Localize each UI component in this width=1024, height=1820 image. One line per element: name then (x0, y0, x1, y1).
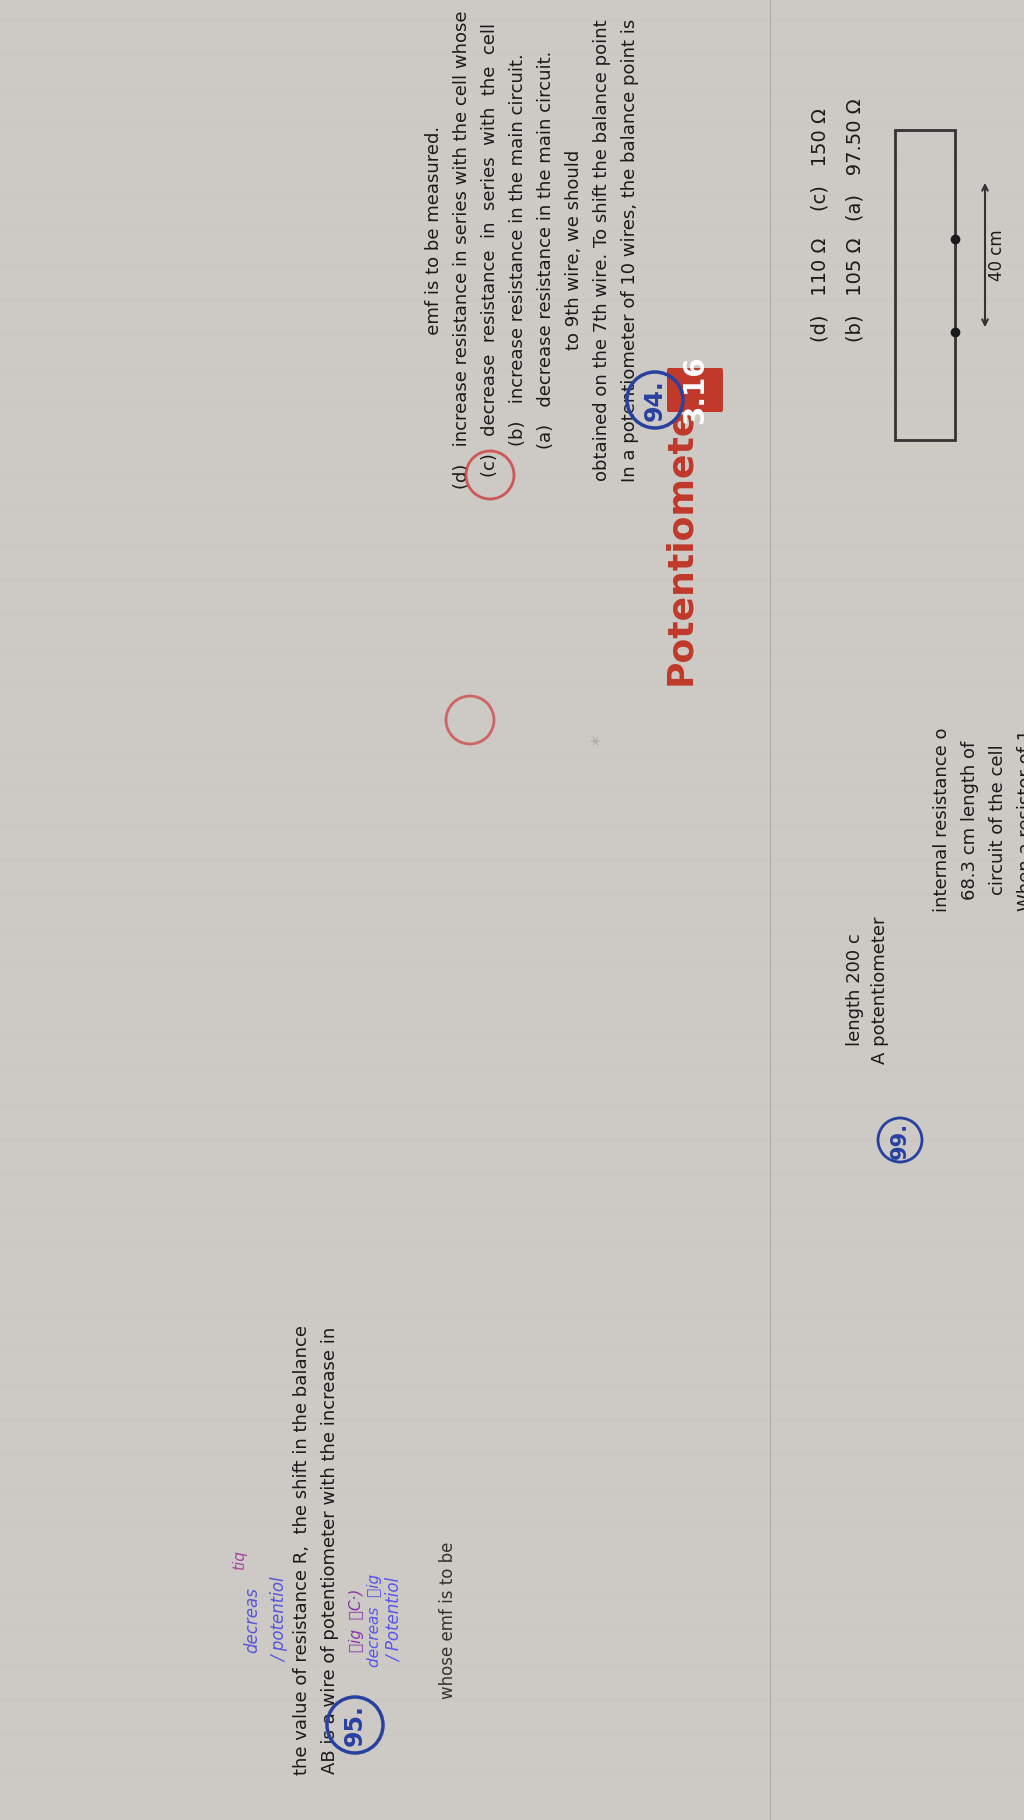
Text: length 200 c: length 200 c (846, 934, 864, 1046)
Text: 68.3 cm length of: 68.3 cm length of (961, 741, 979, 899)
Text: AB is a wire of potentiometer with the increase in: AB is a wire of potentiometer with the i… (321, 1327, 339, 1774)
Text: When a resistor of 1: When a resistor of 1 (1017, 730, 1024, 912)
Text: 94.: 94. (643, 379, 667, 420)
Text: (a)   97.50 Ω: (a) 97.50 Ω (846, 98, 864, 222)
Text: ジig  ジC·): ジig ジC·) (349, 1589, 365, 1653)
Text: *: * (591, 735, 609, 744)
Text: obtained on the 7th wire. To shift the balance point: obtained on the 7th wire. To shift the b… (593, 20, 611, 480)
Text: internal resistance o: internal resistance o (933, 728, 951, 912)
Text: (d)   110 Ω: (d) 110 Ω (811, 238, 829, 342)
Text: emf is to be measured.: emf is to be measured. (425, 126, 443, 375)
Text: A potentiometer: A potentiometer (871, 915, 889, 1063)
Text: circuit of the cell: circuit of the cell (989, 744, 1007, 895)
Text: to 9th wire, we should: to 9th wire, we should (565, 149, 583, 349)
Bar (895, 129, 955, 440)
Text: Potentiometer: Potentiometer (663, 389, 697, 686)
Text: (d)   increase resistance in series with the cell whose: (d) increase resistance in series with t… (453, 11, 471, 490)
Text: (c)   150 Ω: (c) 150 Ω (811, 109, 829, 211)
Text: (b)   increase resistance in the main circuit.: (b) increase resistance in the main circ… (509, 53, 527, 446)
Text: 99.: 99. (890, 1121, 910, 1159)
Text: decreas: decreas (243, 1587, 261, 1653)
Text: (a)   decrease resistance in the main circuit.: (a) decrease resistance in the main circ… (537, 51, 555, 450)
FancyBboxPatch shape (667, 368, 723, 411)
Text: 3.16: 3.16 (681, 355, 709, 424)
Text: 95.: 95. (343, 1704, 367, 1745)
Text: 40 cm: 40 cm (988, 229, 1006, 280)
Text: / Potentiol: / Potentiol (386, 1578, 404, 1662)
Text: In a potentiometer of 10 wires, the balance point is: In a potentiometer of 10 wires, the bala… (621, 18, 639, 482)
Text: decreas  ジig: decreas ジig (368, 1574, 383, 1667)
Text: / potentiol: / potentiol (271, 1578, 289, 1662)
Text: the value of resistance R,  the shift in the balance: the value of resistance R, the shift in … (293, 1325, 311, 1774)
Text: (b)   105 Ω: (b) 105 Ω (846, 238, 864, 342)
Text: (c)   decrease  resistance  in  series  with  the  cell: (c) decrease resistance in series with t… (481, 24, 499, 477)
Text: whose emf is to be: whose emf is to be (439, 1542, 457, 1698)
Text: tiq: tiq (232, 1551, 248, 1571)
